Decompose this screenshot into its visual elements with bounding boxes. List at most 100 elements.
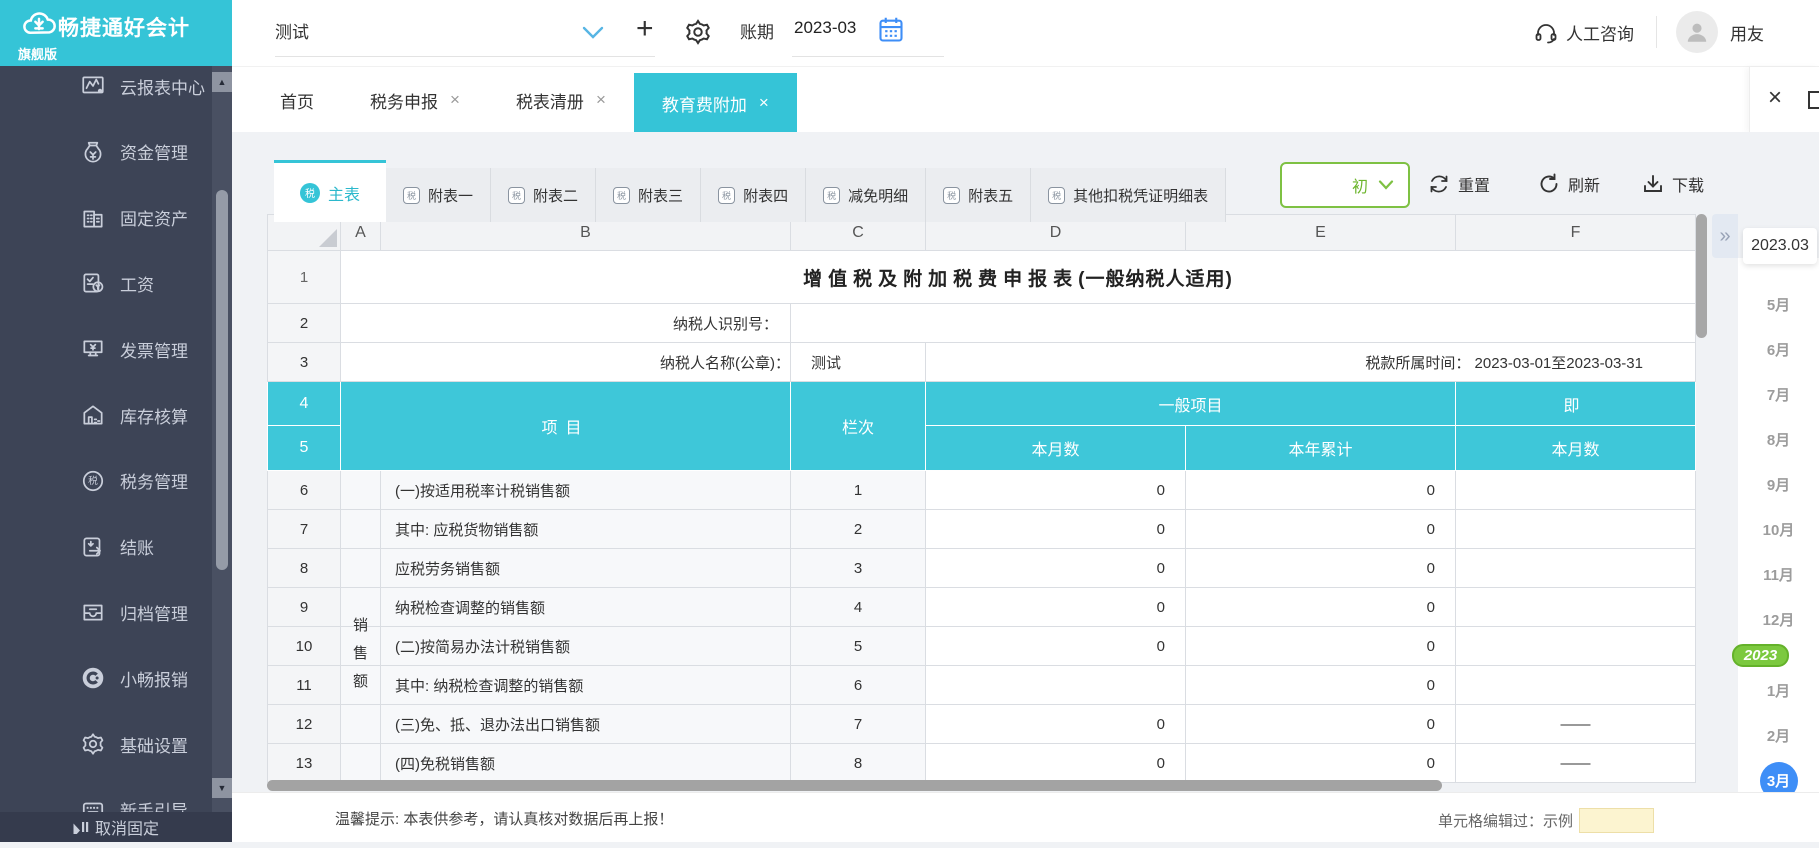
nav-tab[interactable]: 首页 × <box>252 67 342 133</box>
scroll-up-icon[interactable]: ▲ <box>212 72 232 92</box>
refund-value-cell[interactable] <box>1455 587 1696 627</box>
sheet-tab[interactable]: 税 减免明细 <box>806 168 927 222</box>
close-icon[interactable]: × <box>758 93 769 112</box>
month-item[interactable]: 7月 <box>1767 372 1790 417</box>
sidebar-item[interactable]: 基础设置 <box>0 711 212 777</box>
sheet-tab[interactable]: 税 附表一 <box>386 168 492 222</box>
month-value-cell[interactable]: 0 <box>925 626 1186 666</box>
nav-tab[interactable]: 税务申报 × <box>342 67 488 133</box>
sidebar-item[interactable]: 资金管理 <box>0 119 212 185</box>
scroll-down-icon[interactable]: ▼ <box>212 778 232 798</box>
month-value-cell[interactable]: 0 <box>925 704 1186 744</box>
refund-value-cell[interactable]: —— <box>1455 743 1696 783</box>
line-no-cell[interactable]: 5 <box>790 626 926 666</box>
refresh-button[interactable]: 刷新 <box>1538 172 1600 196</box>
month-item[interactable]: 1月 <box>1767 668 1790 713</box>
month-item[interactable]: 12月 <box>1763 597 1795 642</box>
sidebar-item[interactable]: 工资 <box>0 250 212 316</box>
current-period-box[interactable]: 2023.03 <box>1743 228 1817 264</box>
nav-tab[interactable]: 教育费附加 × <box>633 73 797 133</box>
restore-icon-partial[interactable] <box>1808 91 1819 109</box>
form-title-cell[interactable]: 增值税及附加税费申报表(一般纳税人适用) <box>340 250 1696 304</box>
gear-icon[interactable] <box>684 18 712 46</box>
month-item[interactable]: 2月 <box>1767 713 1790 758</box>
period-value[interactable]: 2023-03 <box>794 18 857 37</box>
sidebar-item[interactable]: 发票管理 <box>0 316 212 382</box>
refund-value-cell[interactable] <box>1455 470 1696 510</box>
column-letter[interactable]: F <box>1455 214 1696 251</box>
taxpayer-name-label[interactable]: 纳税人名称(公章)： <box>340 342 791 382</box>
item-cell[interactable]: 其中: 纳税检查调整的销售额 <box>380 665 791 705</box>
row-number[interactable]: 2 <box>267 303 341 343</box>
item-cell[interactable]: (三)免、抵、退办法出口销售额 <box>380 704 791 744</box>
line-no-cell[interactable]: 1 <box>790 470 926 510</box>
column-letter[interactable]: E <box>1185 214 1456 251</box>
sidebar-item[interactable]: 结账 <box>0 514 212 580</box>
close-all-icon[interactable]: × <box>1768 84 1783 111</box>
sidebar-scroll-thumb[interactable] <box>216 190 228 570</box>
sidebar-item[interactable]: 小畅报销 <box>0 645 212 711</box>
sidebar-item[interactable]: 税 税务管理 <box>0 448 212 514</box>
item-cell[interactable]: 其中: 应税货物销售额 <box>380 509 791 549</box>
taxpayer-name-value[interactable]: 测试 <box>790 342 926 382</box>
add-account-button[interactable]: + <box>636 12 654 45</box>
row-number[interactable]: 7 <box>267 509 341 549</box>
ytd-value-cell[interactable]: 0 <box>1185 587 1456 627</box>
sheet-tab[interactable]: 税 其他扣税凭证明细表 <box>1031 168 1227 222</box>
row-number[interactable]: 5 <box>267 425 341 471</box>
row-number[interactable]: 9 <box>267 587 341 627</box>
line-no-cell[interactable]: 4 <box>790 587 926 627</box>
period-stage-dropdown[interactable]: 初 <box>1280 162 1410 208</box>
download-button[interactable]: 下载 <box>1642 172 1704 196</box>
ytd-value-cell[interactable]: 0 <box>1185 626 1456 666</box>
support-link[interactable]: 人工咨询 <box>1534 20 1634 45</box>
refund-value-cell[interactable] <box>1455 548 1696 588</box>
group-cell[interactable] <box>340 587 381 627</box>
month-item[interactable]: 6月 <box>1767 327 1790 372</box>
ytd-value-cell[interactable]: 0 <box>1185 470 1456 510</box>
group-cell[interactable] <box>340 470 381 510</box>
row-number[interactable]: 12 <box>267 704 341 744</box>
month-value-cell[interactable]: 0 <box>925 587 1186 627</box>
row-number[interactable]: 3 <box>267 342 341 382</box>
item-cell[interactable]: 纳税检查调整的销售额 <box>380 587 791 627</box>
line-no-cell[interactable]: 2 <box>790 509 926 549</box>
item-cell[interactable]: (二)按简易办法计税销售额 <box>380 626 791 666</box>
row-number[interactable]: 10 <box>267 626 341 666</box>
month-value-cell[interactable]: 0 <box>925 548 1186 588</box>
close-icon[interactable]: × <box>450 90 460 109</box>
group-cell[interactable] <box>340 743 381 783</box>
close-icon[interactable]: × <box>595 90 606 109</box>
sheet-tab[interactable]: 税 主表 <box>274 160 387 222</box>
expand-panel-icon[interactable]: » <box>1712 214 1738 258</box>
sidebar-item[interactable]: 归档管理 <box>0 579 212 645</box>
ytd-value-cell[interactable]: 0 <box>1185 704 1456 744</box>
line-no-cell[interactable]: 8 <box>790 743 926 783</box>
refund-value-cell[interactable] <box>1455 626 1696 666</box>
calendar-icon[interactable] <box>878 16 904 44</box>
reset-button[interactable]: 重置 <box>1428 172 1490 196</box>
group-cell[interactable] <box>340 509 381 549</box>
month-item[interactable]: 9月 <box>1767 462 1790 507</box>
tax-period-cell[interactable]: 税款所属时间： 2023-03-01至2023-03-31 <box>925 342 1696 382</box>
line-no-cell[interactable]: 6 <box>790 665 926 705</box>
month-item[interactable]: 10月 <box>1763 507 1795 552</box>
row-number[interactable]: 1 <box>267 250 341 304</box>
sheet-tab[interactable]: 税 附表五 <box>926 168 1032 222</box>
sidebar-item[interactable]: 新手引导 <box>0 777 212 812</box>
username[interactable]: 用友 <box>1730 25 1764 44</box>
ytd-value-cell[interactable]: 0 <box>1185 743 1456 783</box>
item-cell[interactable]: (一)按适用税率计税销售额 <box>380 470 791 510</box>
line-no-cell[interactable]: 7 <box>790 704 926 744</box>
row-number[interactable]: 6 <box>267 470 341 510</box>
unpin-sidebar-button[interactable]: 取消固定 <box>0 812 232 842</box>
month-value-cell[interactable]: 0 <box>925 509 1186 549</box>
taxpayer-id-label[interactable]: 纳税人识别号： <box>340 303 791 343</box>
sheet-tab[interactable]: 税 附表二 <box>491 168 597 222</box>
row-number[interactable]: 11 <box>267 665 341 705</box>
row-number[interactable]: 8 <box>267 548 341 588</box>
ytd-value-cell[interactable]: 0 <box>1185 509 1456 549</box>
month-item[interactable]: 2023 <box>1731 642 1807 668</box>
group-cell[interactable] <box>340 665 381 705</box>
taxpayer-id-value[interactable] <box>790 303 1696 343</box>
